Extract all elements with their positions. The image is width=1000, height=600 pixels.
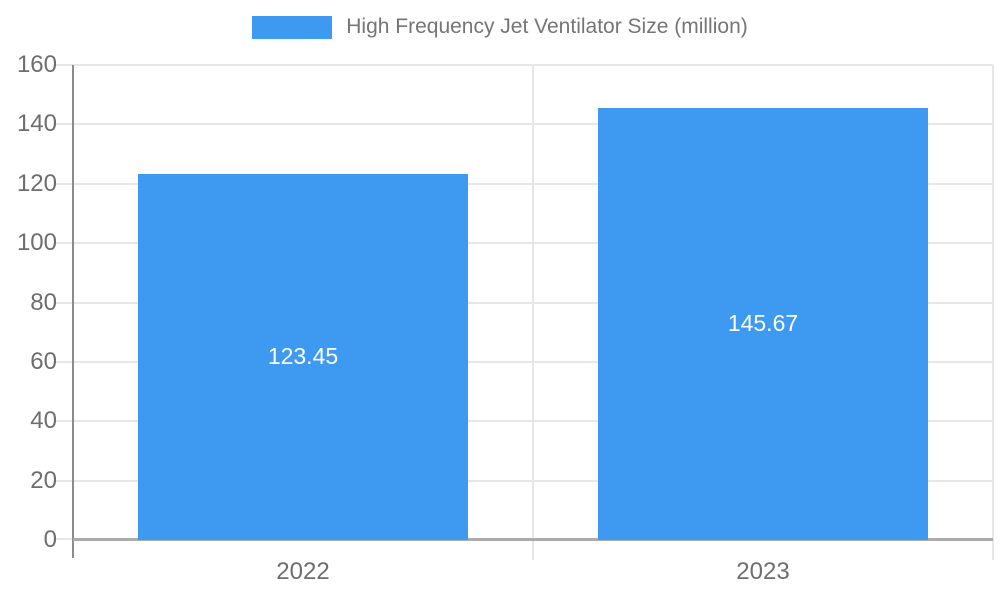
y-grid-line [54, 242, 993, 245]
y-grid-line [54, 64, 993, 66]
x-tick-label-2022: 2022 [276, 558, 330, 585]
bar-value-label-2023: 145.67 [727, 309, 799, 336]
y-tick-label: 40 [30, 407, 57, 435]
y-tick-label: 140 [16, 110, 57, 138]
legend-swatch [252, 15, 333, 39]
y-grid-line [54, 123, 993, 126]
legend: High Frequency Jet Ventilator Size (mill… [0, 15, 1000, 39]
x-grid-line [992, 65, 994, 560]
bar-value-label-2022: 123.45 [267, 342, 339, 369]
bar-2023[interactable] [598, 107, 928, 540]
legend-item[interactable]: High Frequency Jet Ventilator Size (mill… [252, 15, 748, 39]
plot-area: 0 20 40 60 80 100 120 140 160 123.45 2022 145.67 202… [17, 51, 994, 585]
y-tick-label: 100 [16, 229, 57, 257]
y-tick-label: 160 [16, 51, 57, 78]
y-axis-line [72, 65, 74, 558]
y-tick-label: 20 [30, 466, 57, 494]
x-axis-line [73, 538, 993, 541]
y-grid-line [54, 479, 993, 482]
y-tick-label: 120 [16, 169, 57, 197]
legend-label: High Frequency Jet Ventilator Size (mill… [346, 15, 748, 38]
x-axis-tick [54, 538, 73, 540]
y-grid-line [54, 420, 993, 423]
bar-2022[interactable] [138, 173, 468, 540]
y-grid-line [54, 360, 993, 363]
y-tick-label: 60 [30, 347, 57, 375]
y-tick-label: 0 [43, 526, 57, 553]
y-tick-label: 80 [30, 288, 57, 316]
y-grid-line [54, 182, 993, 185]
x-tick-label-2023: 2023 [736, 558, 790, 585]
x-grid-line [532, 65, 534, 560]
y-grid-line [54, 301, 993, 304]
